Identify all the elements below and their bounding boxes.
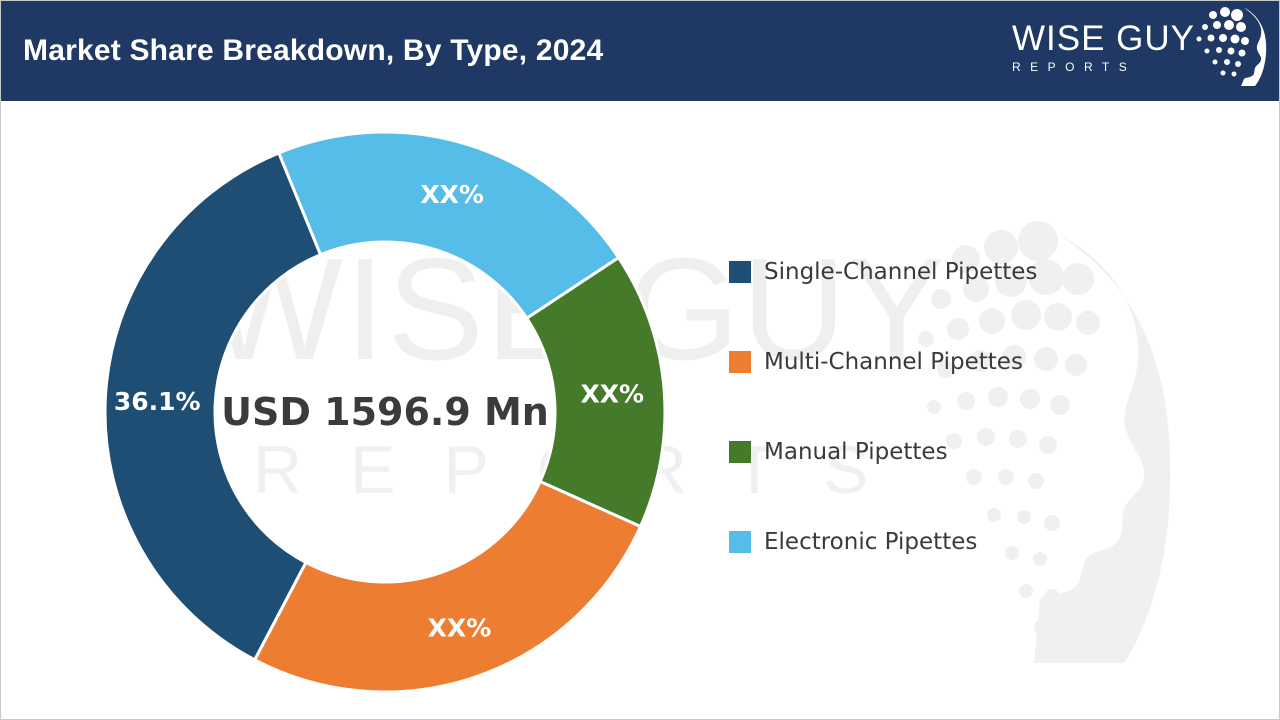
chart-area: WISE GUY REPORTS XX%XX%XX%36.1% USD 1596…: [1, 101, 1279, 719]
legend-swatch: [729, 531, 751, 553]
logo-subtitle: REPORTS: [1011, 59, 1137, 74]
header: Market Share Breakdown, By Type, 2024 WI…: [1, 1, 1279, 101]
legend-item-manual-pipettes: Manual Pipettes: [729, 437, 1037, 467]
logo-face-icon: [1196, 7, 1267, 86]
page-title: Market Share Breakdown, By Type, 2024: [23, 34, 604, 67]
donut-slice-single-channel-pipettes: [103, 150, 323, 662]
legend-item-electronic-pipettes: Electronic Pipettes: [729, 527, 1037, 557]
donut-slice-manual-pipettes: [524, 255, 667, 529]
legend-item-multi-channel-pipettes: Multi-Channel Pipettes: [729, 347, 1037, 377]
legend: Single-Channel Pipettes Multi-Channel Pip…: [729, 257, 1037, 617]
chart-center-value: USD 1596.9 Mn: [221, 390, 549, 434]
donut-slice-multi-channel-pipettes: [252, 479, 643, 694]
legend-label: Manual Pipettes: [764, 439, 948, 465]
donut-slice-electronic-pipettes: [276, 130, 621, 321]
legend-swatch: [729, 351, 751, 373]
logo-text: WISE GUY REPORTS: [1012, 20, 1195, 74]
legend-item-single-channel-pipettes: Single-Channel Pipettes: [729, 257, 1037, 287]
legend-swatch: [729, 261, 751, 283]
legend-label: Multi-Channel Pipettes: [764, 349, 1023, 375]
logo-wordmark: WISE GUY: [1011, 19, 1195, 59]
slice-label-electronic-pipettes: XX%: [420, 180, 484, 209]
legend-label: Single-Channel Pipettes: [764, 259, 1038, 285]
donut-chart: XX% XX% XX% 36.1%: [103, 130, 667, 694]
slice-label-multi-channel-pipettes: XX%: [428, 614, 492, 643]
legend-swatch: [729, 441, 751, 463]
slice-label-manual-pipettes: XX%: [580, 379, 644, 408]
slice-label-single-channel-pipettes: 36.1%: [114, 387, 201, 416]
wiseguy-logo: WISE GUY REPORTS: [1012, 7, 1267, 87]
legend-label: Electronic Pipettes: [764, 529, 978, 555]
